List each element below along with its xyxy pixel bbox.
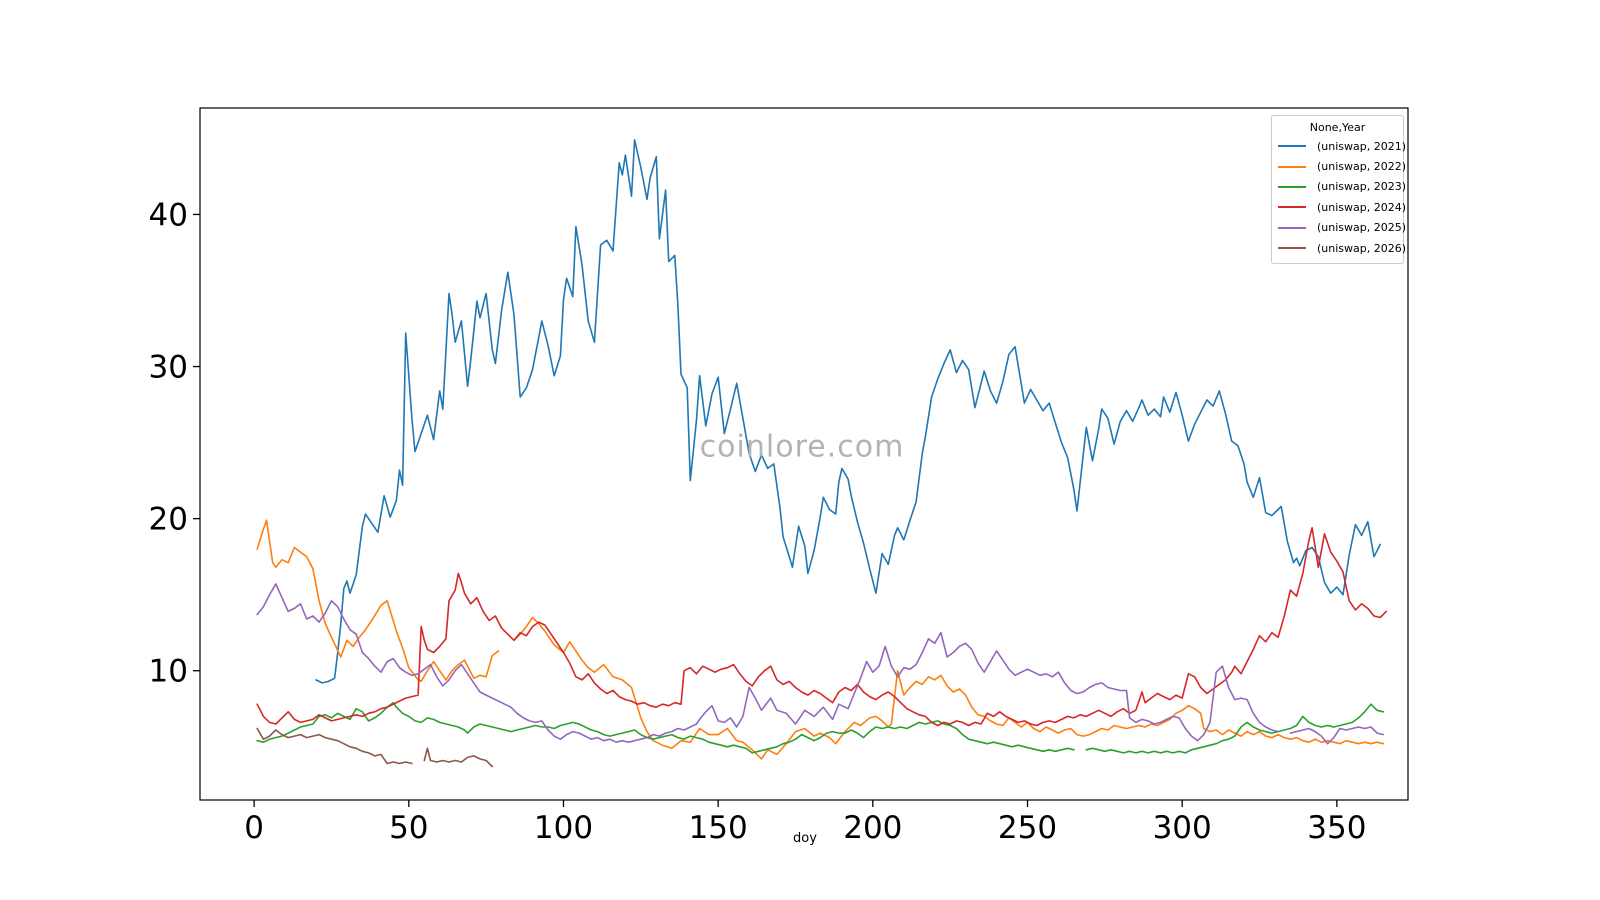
legend-line-swatch-uniswap-2022 (1278, 165, 1306, 168)
legend-line-swatch-uniswap-2021 (1278, 145, 1306, 148)
legend-items: (uniswap, 2021) (uniswap, 2022) (uniswap, … (1278, 136, 1407, 258)
legend-item-uniswap-2022: (uniswap, 2022) (1278, 156, 1407, 176)
series-line-uniswap-2022 (513, 616, 1385, 760)
y-tick-label: 40 (149, 197, 188, 233)
x-tick-label: 100 (534, 810, 593, 846)
series-line-uniswap-2021 (315, 139, 1381, 684)
series-line-uniswap-2022 (256, 519, 500, 683)
legend-item-label: (uniswap, 2026) (1317, 241, 1407, 255)
series-line-uniswap-2026 (423, 747, 494, 768)
legend-item-uniswap-2026: (uniswap, 2026) (1278, 238, 1407, 258)
watermark: coinlore.com (699, 429, 905, 465)
series-line-uniswap-2023 (1085, 703, 1385, 754)
legend-title: None,Year (1309, 121, 1366, 134)
x-tick-label: 250 (998, 810, 1057, 846)
legend-item-uniswap-2023: (uniswap, 2023) (1278, 177, 1407, 197)
series-line-uniswap-2026 (256, 727, 413, 765)
legend-item-uniswap-2021: (uniswap, 2021) (1278, 136, 1407, 156)
legend: None,Year (uniswap, 2021) (uniswap, 2022)… (1271, 115, 1407, 265)
x-tick-label: 350 (1307, 810, 1366, 846)
y-tick-label: 20 (149, 502, 188, 538)
x-tick-label: 300 (1153, 810, 1212, 846)
legend-line-swatch-uniswap-2024 (1278, 206, 1306, 209)
legend-line-swatch-uniswap-2023 (1278, 185, 1306, 188)
x-tick-label: 200 (843, 810, 902, 846)
x-tick-label: 50 (389, 810, 428, 846)
legend-line-swatch-uniswap-2026 (1278, 247, 1306, 250)
legend-item-label: (uniswap, 2025) (1317, 221, 1407, 235)
legend-item-uniswap-2024: (uniswap, 2024) (1278, 197, 1407, 217)
series-line-uniswap-2025 (256, 583, 1279, 743)
legend-item-label: (uniswap, 2021) (1317, 139, 1407, 153)
legend-item-label: (uniswap, 2024) (1317, 200, 1407, 214)
x-tick-label: 150 (689, 810, 748, 846)
x-tick-label: 0 (244, 810, 264, 846)
legend-line-swatch-uniswap-2025 (1278, 226, 1306, 229)
series-line-uniswap-2024 (256, 527, 1388, 727)
y-tick-label: 10 (149, 654, 188, 690)
legend-item-label: (uniswap, 2022) (1317, 160, 1407, 174)
axes-spines (199, 107, 1409, 801)
series-line-uniswap-2025 (1289, 726, 1385, 745)
legend-item-label: (uniswap, 2023) (1317, 180, 1407, 194)
x-axis-label: doy (793, 831, 817, 846)
y-tick-label: 30 (149, 350, 188, 386)
legend-item-uniswap-2025: (uniswap, 2025) (1278, 218, 1407, 238)
